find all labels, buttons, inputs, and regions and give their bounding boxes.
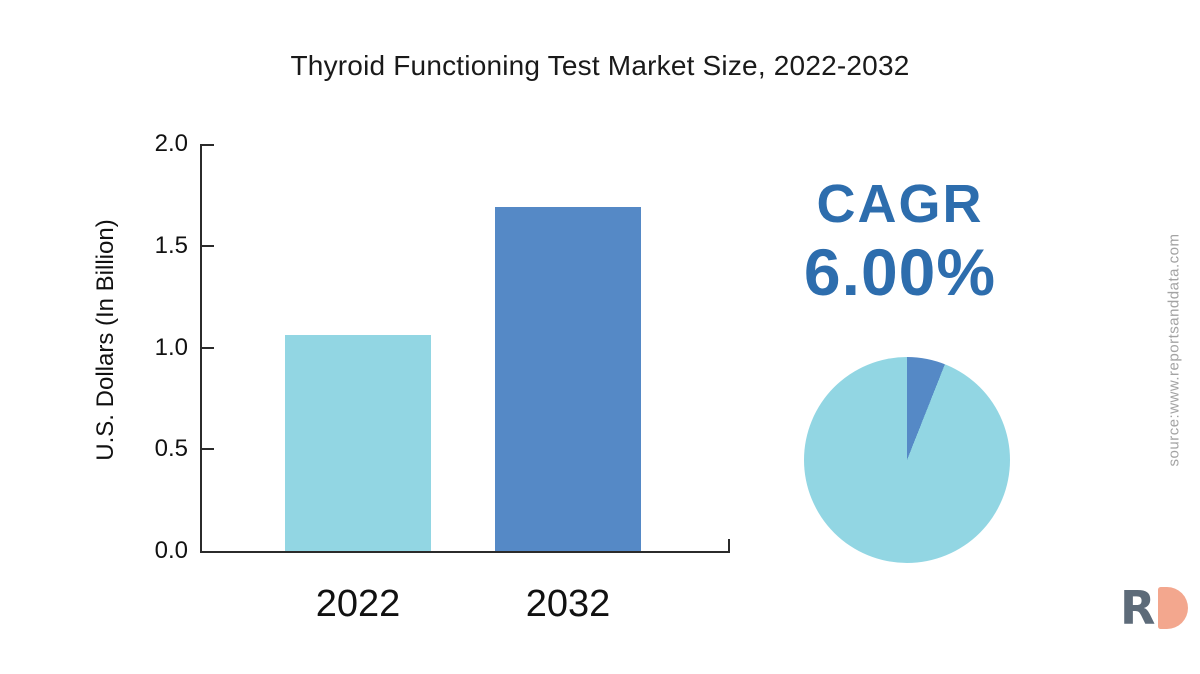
cagr-value: 6.00% (803, 234, 997, 309)
bar-chart-plot-area: 0.0 0.5 1.0 1.5 2.0 2022 2032 (155, 132, 730, 625)
y-tick-label: 0.0 (154, 537, 188, 564)
y-tick-mark (202, 346, 214, 349)
y-tick-mark (202, 144, 214, 146)
x-axis-category-label: 2022 (315, 583, 401, 625)
pie-chart (804, 357, 1010, 563)
reportsanddata-logo: R (1120, 581, 1189, 635)
logo-half-disc-icon (1158, 587, 1189, 629)
y-tick-label: 2.0 (154, 130, 188, 157)
chart-title: Thyroid Functioning Test Market Size, 20… (290, 50, 910, 81)
logo-letter-r: R (1120, 581, 1156, 635)
source-attribution: source:www.reportsanddata.com (1165, 233, 1183, 467)
bar-2032 (495, 207, 641, 551)
y-tick-mark (202, 244, 214, 247)
cagr-label: CAGR (816, 174, 984, 234)
cagr-block: CAGR 6.00% (760, 176, 1040, 305)
x-axis-end-tick (728, 539, 730, 551)
bar-2022 (285, 335, 431, 551)
y-tick-label: 0.5 (154, 435, 188, 463)
y-tick-mark (202, 448, 214, 451)
y-tick-label: 1.0 (154, 333, 188, 361)
x-axis-category-label: 2032 (525, 583, 611, 625)
y-axis-label: U.S. Dollars (In Billion) (92, 219, 119, 461)
y-tick-label: 1.5 (154, 231, 188, 259)
